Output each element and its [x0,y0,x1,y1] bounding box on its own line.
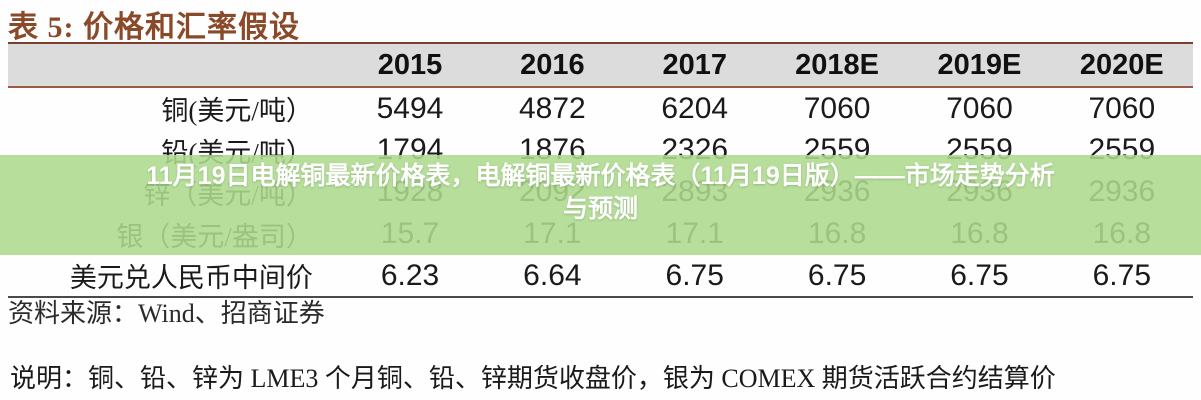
cell-copper-2020e: 7060 [1088,91,1156,125]
overlay-headline-line2: 与预测 [562,195,638,223]
cell-copper-2017: 6204 [661,91,729,125]
cell-usdcny-2019e: 6.75 [908,255,1051,298]
column-header-2020e: 2020E [1050,42,1193,88]
table-source: 资料来源：Wind、招商证券 [8,299,325,328]
table-note: 说明：铜、铅、锌为 LME3 个月铜、铅、锌期货收盘价，银为 COMEX 期货活… [10,364,1056,393]
cell-usdcny-2015: 6.23 [338,255,482,298]
overlay-banner-band [0,155,1201,255]
cell-usdcny-2018e: 6.75 [765,255,909,298]
cell-copper-2015: 5494 [376,91,444,125]
cell-usdcny-2017: 6.75 [623,255,766,298]
row-label-usd-cny: 美元兑人民币中间价 [8,255,339,298]
overlay-headline-line1: 11月19日电解铜最新价格表，电解铜最新价格表（11月19日版）——市场走势分析 [146,162,1055,190]
overlay-headline: 11月19日电解铜最新价格表，电解铜最新价格表（11月19日版）——市场走势分析… [0,160,1201,226]
cell-usdcny-2020e: 6.75 [1050,255,1193,298]
cell-copper-2019e: 7060 [946,91,1013,125]
table-row: 铜(美元/吨） 5494 4872 6204 7060 7060 7060 [8,87,1193,129]
cell-copper-2018e: 7060 [803,91,871,125]
column-header-2016: 2016 [481,42,624,88]
table-header-row: 2015 2016 2017 2018E 2019E 2020E [8,42,1193,88]
table-title: 表 5: 价格和汇率假设 [8,11,300,44]
row-label-copper: 铜(美元/吨） [161,96,313,126]
column-header-2017: 2017 [623,42,766,88]
cell-copper-2016: 4872 [518,91,586,125]
table-header-corner [8,42,339,88]
table-row: 美元兑人民币中间价 6.23 6.64 6.75 6.75 6.75 6.75 [8,255,1193,298]
column-header-2018e: 2018E [765,42,909,88]
column-header-2019e: 2019E [908,42,1051,88]
column-header-2015: 2015 [338,42,482,88]
cell-usdcny-2016: 6.64 [481,255,624,298]
